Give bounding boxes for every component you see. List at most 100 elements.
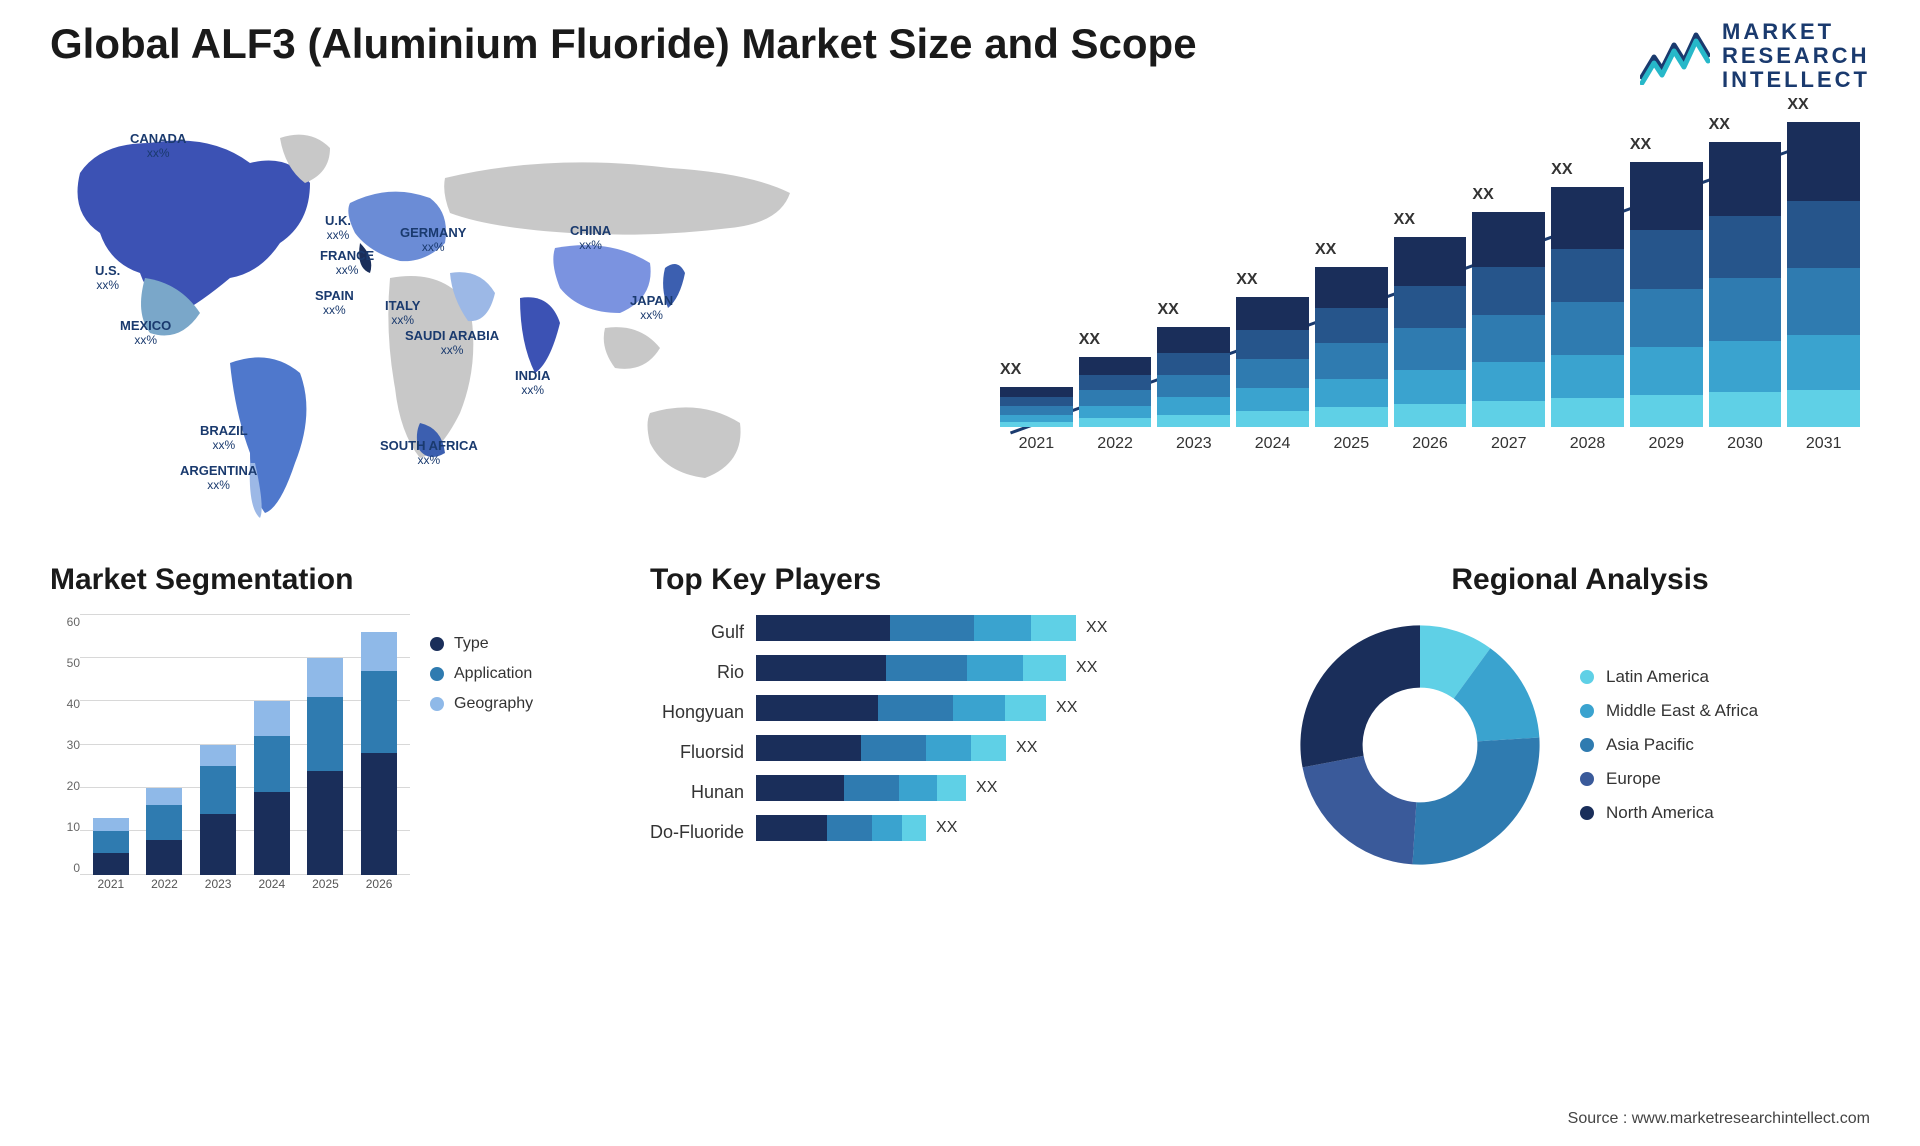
- map-label: CHINAxx%: [570, 223, 611, 253]
- player-value: XX: [976, 779, 997, 797]
- forecast-bar: XX2025: [1315, 267, 1388, 453]
- player-name: Rio: [650, 659, 744, 685]
- top-section: CANADAxx%U.S.xx%MEXICOxx%BRAZILxx%ARGENT…: [0, 93, 1920, 533]
- forecast-year-label: 2031: [1806, 435, 1842, 453]
- forecast-value-label: XX: [1472, 186, 1493, 204]
- forecast-year-label: 2023: [1176, 435, 1212, 453]
- forecast-bar: XX2021: [1000, 387, 1073, 453]
- player-value: XX: [1056, 699, 1077, 717]
- regional-legend: Latin AmericaMiddle East & AfricaAsia Pa…: [1580, 667, 1758, 823]
- map-label: SOUTH AFRICAxx%: [380, 438, 478, 468]
- forecast-value-label: XX: [1709, 116, 1730, 134]
- seg-ytick: 40: [50, 697, 80, 711]
- forecast-value-label: XX: [1000, 361, 1021, 379]
- map-label: FRANCExx%: [320, 248, 374, 278]
- seg-xtick: 2024: [258, 877, 285, 905]
- map-label: GERMANYxx%: [400, 225, 466, 255]
- player-names: Gulf Rio Hongyuan Fluorsid Hunan Do-Fluoride: [650, 615, 744, 845]
- logo-line1: MARKET: [1722, 20, 1870, 44]
- forecast-year-label: 2028: [1570, 435, 1606, 453]
- seg-ytick: 10: [50, 820, 80, 834]
- player-name: Do-Fluoride: [650, 819, 744, 845]
- seg-xtick: 2023: [205, 877, 232, 905]
- forecast-bar: XX2023: [1157, 327, 1230, 453]
- segmentation-chart: 6050403020100 202120222023202420252026: [50, 615, 410, 905]
- forecast-year-label: 2022: [1097, 435, 1133, 453]
- players-title: Top Key Players: [650, 563, 1250, 597]
- world-map: CANADAxx%U.S.xx%MEXICOxx%BRAZILxx%ARGENT…: [50, 113, 950, 533]
- forecast-year-label: 2026: [1412, 435, 1448, 453]
- page-title: Global ALF3 (Aluminium Fluoride) Market …: [50, 20, 1197, 68]
- player-name: Hongyuan: [650, 699, 744, 725]
- seg-legend-item: Type: [430, 635, 533, 653]
- forecast-year-label: 2021: [1019, 435, 1055, 453]
- bottom-row: Market Segmentation 60 50 40 30 20 10 0 2021 20…: [0, 533, 1920, 905]
- forecast-year-label: 2025: [1334, 435, 1370, 453]
- donut-slice: [1300, 625, 1420, 767]
- seg-ytick: 50: [50, 656, 80, 670]
- segmentation-bar: [254, 701, 290, 874]
- regional-legend-item: Latin America: [1580, 667, 1758, 687]
- map-label: JAPANxx%: [630, 293, 673, 323]
- brand-logo: MARKET RESEARCH INTELLECT: [1640, 20, 1870, 93]
- player-name: Fluorsid: [650, 739, 744, 765]
- player-row: XX: [756, 695, 1250, 721]
- forecast-value-label: XX: [1079, 331, 1100, 349]
- forecast-year-label: 2029: [1648, 435, 1684, 453]
- map-label: BRAZILxx%: [200, 423, 248, 453]
- player-name: Hunan: [650, 779, 744, 805]
- forecast-bar: XX2026: [1394, 237, 1467, 453]
- segmentation-title: Market Segmentation: [50, 563, 610, 597]
- regional-legend-item: Middle East & Africa: [1580, 701, 1758, 721]
- regional-section: Regional Analysis Latin America Middle Ea…: [1290, 563, 1870, 905]
- header: Global ALF3 (Aluminium Fluoride) Market …: [0, 0, 1920, 93]
- player-value: XX: [936, 819, 957, 837]
- player-value: XX: [1086, 619, 1107, 637]
- seg-xtick: 2026: [366, 877, 393, 905]
- player-row: XX: [756, 655, 1250, 681]
- logo-line3: INTELLECT: [1722, 68, 1870, 92]
- forecast-bar: XX2024: [1236, 297, 1309, 453]
- forecast-bar: XX2028: [1551, 187, 1624, 453]
- donut-slice: [1412, 737, 1539, 864]
- regional-title: Regional Analysis: [1290, 563, 1870, 597]
- seg-ytick: 20: [50, 779, 80, 793]
- forecast-bar: XX2022: [1079, 357, 1152, 453]
- map-label: INDIAxx%: [515, 368, 550, 398]
- source-text: Source : www.marketresearchintellect.com: [1568, 1110, 1870, 1128]
- forecast-value-label: XX: [1394, 211, 1415, 229]
- seg-legend-item: Application: [430, 665, 533, 683]
- map-label: SPAINxx%: [315, 288, 354, 318]
- forecast-bar: XX2030: [1709, 142, 1782, 453]
- forecast-value-label: XX: [1630, 136, 1651, 154]
- players-section: Top Key Players Gulf Rio Hongyuan Fluorsid H…: [650, 563, 1250, 905]
- segmentation-legend: TypeApplicationGeography: [430, 615, 533, 905]
- forecast-bar: XX2029: [1630, 162, 1703, 453]
- segmentation-bar: [93, 818, 129, 874]
- map-label: MEXICOxx%: [120, 318, 171, 348]
- forecast-year-label: 2024: [1255, 435, 1291, 453]
- seg-ytick: 0: [50, 861, 80, 875]
- forecast-value-label: XX: [1551, 161, 1572, 179]
- forecast-year-label: 2027: [1491, 435, 1527, 453]
- segmentation-bar: [200, 745, 236, 875]
- forecast-chart: XX2021XX2022XX2023XX2024XX2025XX2026XX20…: [990, 113, 1870, 533]
- logo-line2: RESEARCH: [1722, 44, 1870, 68]
- forecast-value-label: XX: [1315, 241, 1336, 259]
- regional-legend-item: North America: [1580, 803, 1758, 823]
- player-value: XX: [1076, 659, 1097, 677]
- segmentation-section: Market Segmentation 60 50 40 30 20 10 0 2021 20…: [50, 563, 610, 905]
- segmentation-bar: [146, 788, 182, 875]
- map-label: U.K.xx%: [325, 213, 351, 243]
- logo-icon: [1640, 27, 1710, 85]
- segmentation-bar: [361, 632, 397, 875]
- donut-slice: [1303, 755, 1417, 864]
- seg-xtick: 2021: [97, 877, 124, 905]
- segmentation-bar: [307, 658, 343, 875]
- map-label: U.S.xx%: [95, 263, 120, 293]
- player-bars: XXXXXXXXXXXX: [756, 615, 1250, 845]
- player-name: Gulf: [650, 619, 744, 645]
- seg-ytick: 30: [50, 738, 80, 752]
- seg-ytick: 60: [50, 615, 80, 629]
- seg-xtick: 2025: [312, 877, 339, 905]
